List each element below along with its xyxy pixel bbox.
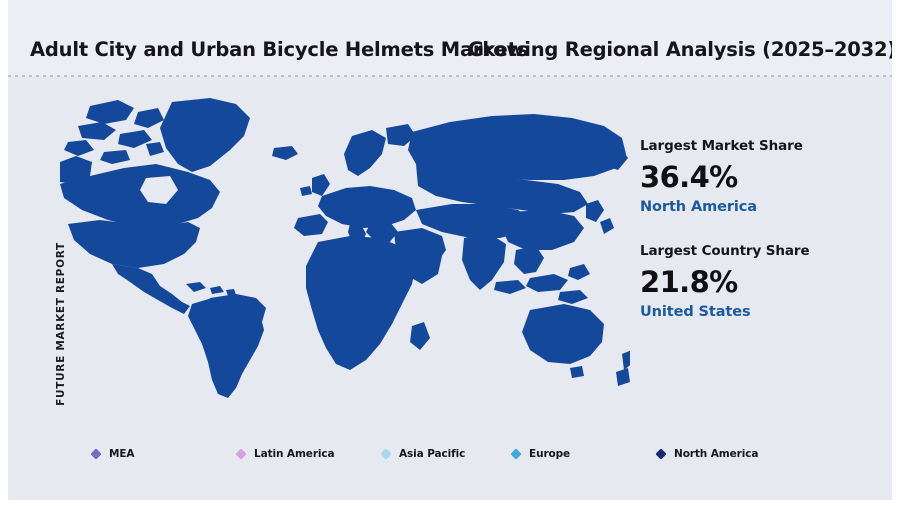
legend-label: MEA [109, 448, 135, 460]
page-title: Adult City and Urban Bicycle Helmets Mar… [30, 38, 529, 61]
legend-marker-icon [655, 448, 667, 460]
legend-item-asia-pacific[interactable]: Asia Pacific [380, 448, 466, 460]
legend-item-mea[interactable]: MEA [90, 448, 135, 460]
stat-value: 21.8% [640, 265, 738, 299]
legend-label: Europe [529, 448, 571, 460]
title-band: Adult City and Urban Bicycle Helmets Mar… [8, 0, 892, 76]
stat-block-market-share: Largest Market Share 36.4% North America [640, 138, 880, 215]
stat-value: 36.4% [640, 160, 738, 194]
stat-label: Largest Market Share [640, 138, 803, 154]
legend-label: North America [674, 448, 759, 460]
legend-item-europe[interactable]: Europe [510, 448, 571, 460]
stat-region: North America [640, 199, 757, 215]
legend-marker-icon [235, 448, 247, 460]
legend-item-latin-america[interactable]: Latin America [235, 448, 335, 460]
legend-item-north-america[interactable]: North America [655, 448, 759, 460]
legend-marker-icon [90, 448, 102, 460]
map-landmasses [60, 98, 630, 398]
dotted-divider [8, 75, 892, 77]
legend-marker-icon [380, 448, 392, 460]
stat-label: Largest Country Share [640, 243, 810, 259]
legend-marker-icon [510, 448, 522, 460]
world-map [60, 92, 630, 402]
stat-block-country-share: Largest Country Share 21.8% United State… [640, 243, 880, 320]
page-title-overlap: Growing Regional Analysis (2025–2032) [468, 38, 892, 61]
stats-panel: Largest Market Share 36.4% North America… [640, 138, 880, 348]
map-legend: MEA Latin America Asia Pacific Europe No… [90, 448, 812, 466]
world-map-svg [60, 98, 630, 398]
stat-region: United States [640, 304, 751, 320]
legend-label: Latin America [254, 448, 335, 460]
infographic-panel: Adult City and Urban Bicycle Helmets Mar… [8, 0, 892, 500]
legend-label: Asia Pacific [399, 448, 466, 460]
